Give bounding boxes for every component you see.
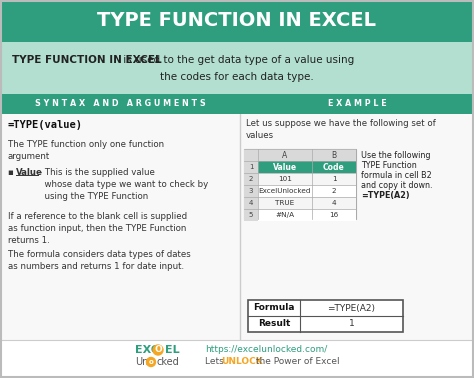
FancyBboxPatch shape	[244, 173, 258, 185]
FancyBboxPatch shape	[0, 42, 474, 94]
Text: 3: 3	[249, 188, 253, 194]
Text: TYPE FUNCTION IN EXCEL: TYPE FUNCTION IN EXCEL	[98, 11, 376, 31]
FancyBboxPatch shape	[244, 197, 356, 209]
Text: cked: cked	[157, 357, 180, 367]
FancyBboxPatch shape	[244, 173, 356, 185]
FancyBboxPatch shape	[312, 161, 356, 173]
Text: The formula considers data types of dates
as numbers and returns 1 for date inpu: The formula considers data types of date…	[8, 250, 191, 271]
Text: A: A	[283, 150, 288, 160]
FancyBboxPatch shape	[244, 149, 356, 161]
Text: Formula: Formula	[253, 304, 295, 313]
Text: formula in cell B2: formula in cell B2	[361, 171, 432, 180]
Text: =TYPE(A2): =TYPE(A2)	[328, 304, 375, 313]
Text: Lets: Lets	[205, 358, 227, 367]
Text: 4: 4	[249, 200, 253, 206]
Text: 2: 2	[249, 176, 253, 182]
Text: Unl: Unl	[135, 357, 151, 367]
FancyBboxPatch shape	[248, 300, 403, 332]
FancyBboxPatch shape	[0, 340, 474, 378]
Text: Code: Code	[323, 163, 345, 172]
Text: =TYPE(A2): =TYPE(A2)	[361, 191, 410, 200]
Text: The TYPE function only one function
argument: The TYPE function only one function argu…	[8, 140, 164, 161]
Text: TYPE FUNCTION IN EXCEL: TYPE FUNCTION IN EXCEL	[12, 55, 162, 65]
FancyBboxPatch shape	[244, 149, 356, 219]
Text: 16: 16	[329, 212, 338, 218]
Circle shape	[146, 358, 155, 367]
Text: S Y N T A X   A N D   A R G U M E N T S: S Y N T A X A N D A R G U M E N T S	[35, 99, 205, 108]
Text: 101: 101	[278, 176, 292, 182]
Text: Value: Value	[273, 163, 297, 172]
FancyBboxPatch shape	[0, 94, 240, 340]
Text: ExcelUnlocked: ExcelUnlocked	[259, 188, 311, 194]
Text: Result: Result	[258, 319, 290, 328]
Text: Let us suppose we have the following set of
values: Let us suppose we have the following set…	[246, 119, 436, 140]
Text: B: B	[331, 150, 337, 160]
FancyBboxPatch shape	[244, 161, 258, 173]
FancyBboxPatch shape	[244, 197, 258, 209]
Text: the Power of Excel: the Power of Excel	[253, 358, 340, 367]
Text: TRUE: TRUE	[275, 200, 295, 206]
Text: - This is the supplied value
  whose data type we want to check by
  using the T: - This is the supplied value whose data …	[39, 168, 208, 201]
Text: is used to the get data type of a value using: is used to the get data type of a value …	[120, 55, 354, 65]
FancyBboxPatch shape	[0, 0, 474, 42]
Text: UNLOCK: UNLOCK	[221, 358, 263, 367]
FancyBboxPatch shape	[0, 94, 240, 114]
Text: 1: 1	[249, 164, 253, 170]
Text: Use the following: Use the following	[361, 151, 430, 160]
Text: o: o	[149, 359, 154, 365]
Text: 1: 1	[348, 319, 355, 328]
Text: 4: 4	[332, 200, 337, 206]
Text: 2: 2	[332, 188, 337, 194]
Text: If a reference to the blank cell is supplied
as function input, then the TYPE Fu: If a reference to the blank cell is supp…	[8, 212, 187, 245]
FancyBboxPatch shape	[240, 94, 474, 114]
Text: and copy it down.: and copy it down.	[361, 181, 432, 190]
Text: Value: Value	[16, 168, 43, 177]
FancyBboxPatch shape	[244, 209, 356, 221]
FancyBboxPatch shape	[244, 209, 258, 221]
Text: =TYPE(value): =TYPE(value)	[8, 120, 83, 130]
FancyBboxPatch shape	[244, 185, 258, 197]
Text: TYPE Function: TYPE Function	[361, 161, 417, 170]
Text: EXC: EXC	[135, 345, 159, 355]
Text: #N/A: #N/A	[275, 212, 294, 218]
FancyBboxPatch shape	[258, 161, 312, 173]
Text: O: O	[154, 345, 162, 355]
Text: ▪: ▪	[8, 168, 19, 177]
Text: the codes for each data type.: the codes for each data type.	[160, 72, 314, 82]
FancyBboxPatch shape	[240, 94, 474, 340]
Text: EL: EL	[165, 345, 180, 355]
Text: E X A M P L E: E X A M P L E	[328, 99, 386, 108]
FancyBboxPatch shape	[244, 185, 356, 197]
Text: 1: 1	[332, 176, 337, 182]
Text: 5: 5	[249, 212, 253, 218]
Circle shape	[153, 345, 163, 355]
Text: https://excelunlocked.com/: https://excelunlocked.com/	[205, 345, 327, 355]
